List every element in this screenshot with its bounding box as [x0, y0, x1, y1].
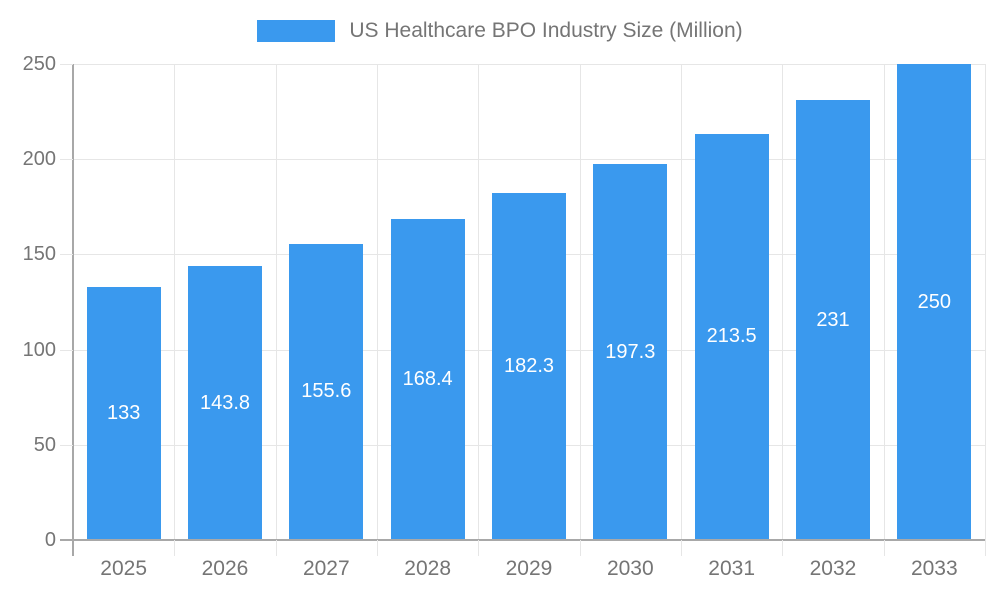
x-axis-label-2031: 2031 [708, 557, 756, 580]
v-gridline-8 [883, 64, 885, 540]
x-axis-label-2025: 2025 [100, 557, 148, 580]
x-tick-7 [782, 540, 784, 556]
v-gridline-9 [985, 64, 986, 540]
x-tick-2 [275, 540, 277, 556]
bar-2026: 143.8 [188, 266, 262, 540]
bar-2031: 213.5 [694, 133, 769, 540]
y-axis-line [72, 64, 74, 556]
bar-value-label-2029: 182.3 [503, 354, 555, 377]
x-tick-1 [174, 540, 176, 556]
v-gridline-7 [782, 64, 784, 540]
y-tick-150 [60, 254, 73, 256]
y-tick-50 [60, 444, 73, 446]
bar-value-label-2032: 231 [816, 308, 850, 331]
x-tick-8 [883, 540, 885, 556]
x-axis-label-2030: 2030 [606, 557, 654, 580]
x-axis-label-2032: 2032 [809, 557, 857, 580]
y-axis-label-0: 0 [44, 529, 56, 551]
plot-area: 133 143.8 155.6 168.4 182.3 197.3 213.5 231 250 [73, 64, 986, 540]
x-tick-6 [681, 540, 682, 556]
h-gridline-200 [73, 159, 985, 161]
y-axis-label-100: 100 [22, 338, 56, 361]
x-axis-line [60, 539, 985, 541]
v-gridline-2 [275, 64, 277, 540]
bar-value-label-2027: 155.6 [301, 380, 352, 403]
y-tick-200 [60, 159, 73, 161]
x-tick-5 [579, 540, 581, 556]
bar-value-label-2030: 197.3 [605, 340, 656, 363]
x-axis-label-2026: 2026 [201, 557, 249, 580]
y-axis-label-50: 50 [33, 433, 56, 456]
y-axis-label-150: 150 [22, 243, 56, 266]
bar-2025: 133 [86, 286, 161, 540]
bar-value-label-2028: 168.4 [402, 368, 453, 391]
bar-2030: 197.3 [593, 164, 668, 540]
bar-2032: 231 [796, 100, 870, 540]
x-axis-label-2029: 2029 [505, 557, 553, 580]
legend-swatch-icon [257, 20, 336, 42]
legend-item[interactable]: US Healthcare BPO Industry Size (Million… [257, 19, 743, 43]
legend-label: US Healthcare BPO Industry Size (Million… [349, 19, 743, 42]
y-tick-250 [60, 64, 73, 65]
bar-2027: 155.6 [289, 243, 364, 540]
x-tick-9 [985, 540, 986, 556]
v-gridline-6 [681, 64, 682, 540]
x-axis-label-2028: 2028 [404, 557, 452, 580]
v-gridline-3 [377, 64, 378, 540]
bar-value-label-2031: 213.5 [706, 325, 757, 348]
x-axis-label-2033: 2033 [910, 557, 958, 580]
chart-legend: US Healthcare BPO Industry Size (Million… [0, 16, 1000, 46]
v-gridline-4 [478, 64, 480, 540]
y-axis-label-200: 200 [22, 148, 56, 171]
x-axis-label-2027: 2027 [302, 557, 350, 580]
y-tick-100 [60, 349, 73, 351]
x-tick-4 [478, 540, 480, 556]
bar-value-label-2025: 133 [106, 401, 141, 424]
bar-2029: 182.3 [492, 192, 566, 540]
bar-2028: 168.4 [390, 219, 465, 540]
h-gridline-250 [73, 64, 985, 65]
bar-value-label-2033: 250 [917, 290, 952, 313]
bar-value-label-2026: 143.8 [199, 391, 251, 414]
bar-2033: 250 [897, 64, 972, 540]
v-gridline-5 [579, 64, 581, 540]
v-gridline-1 [174, 64, 176, 540]
y-axis-label-250: 250 [22, 53, 56, 75]
x-tick-3 [377, 540, 378, 556]
